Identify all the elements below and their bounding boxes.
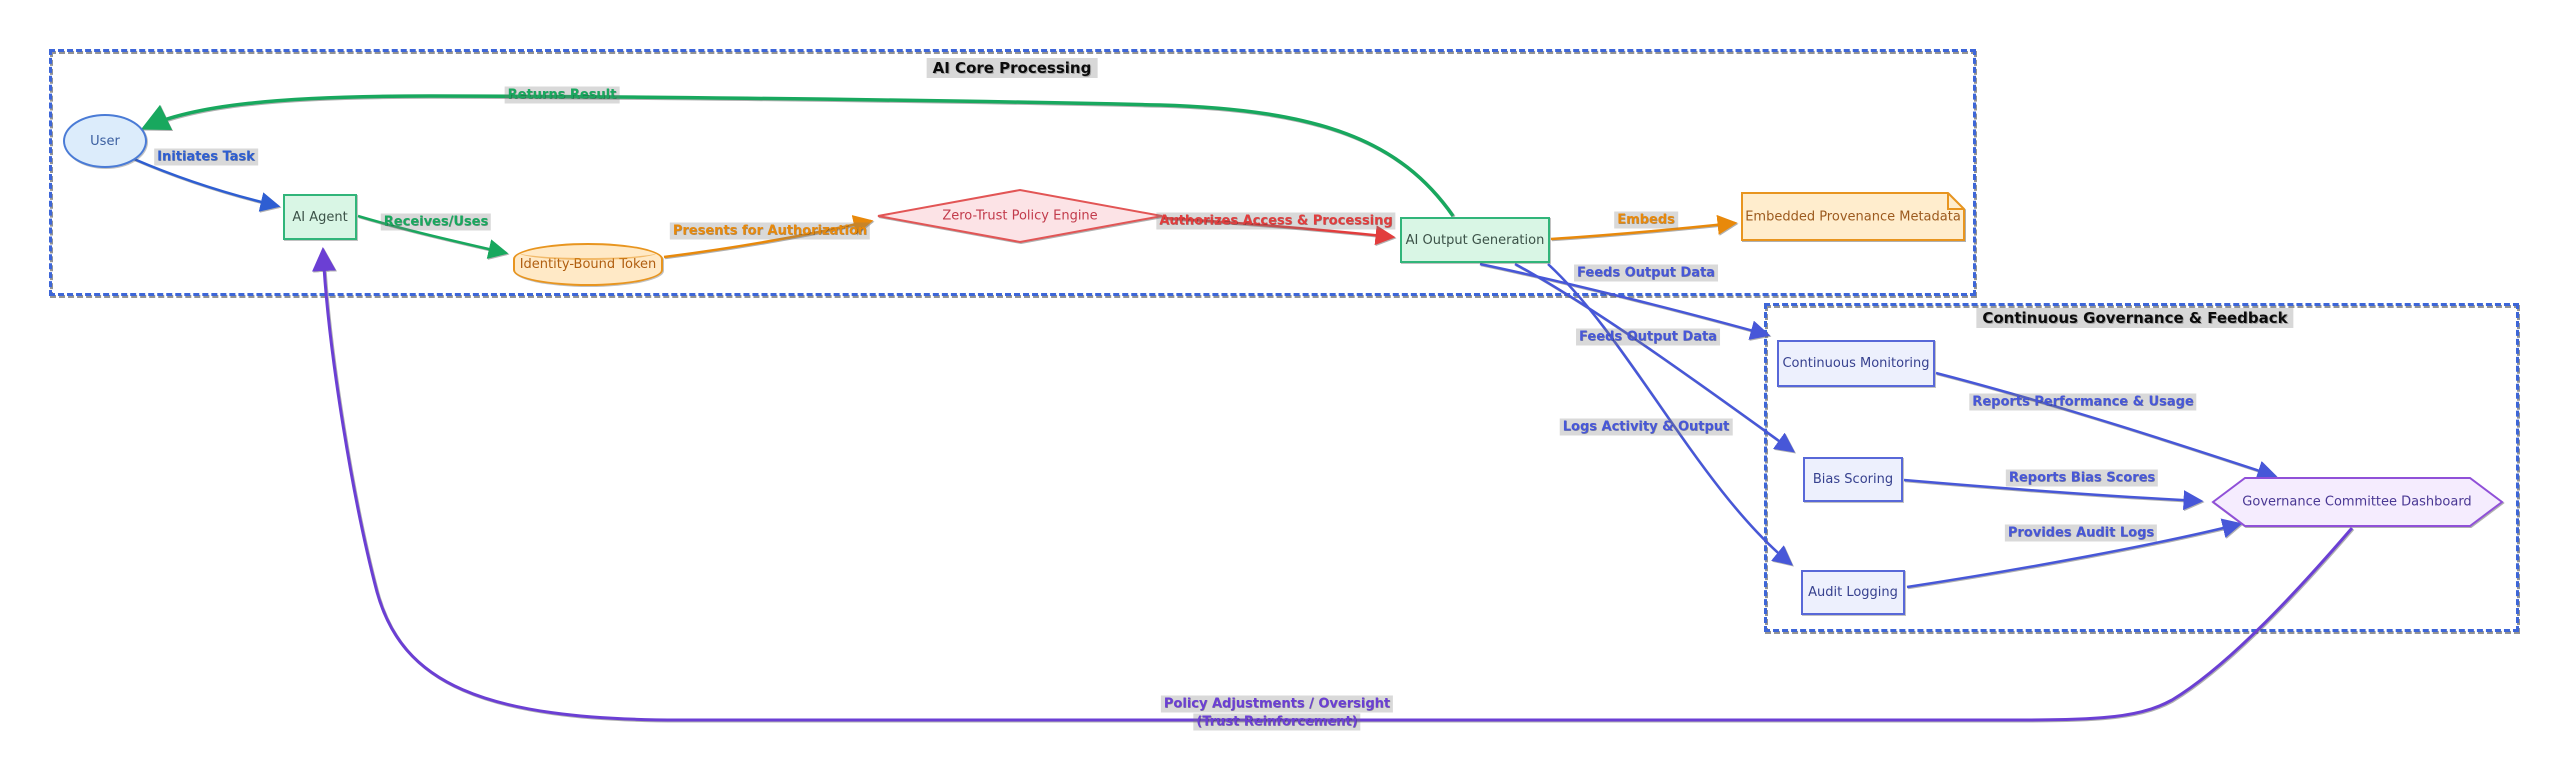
edge-label-embeds: Embeds bbox=[1614, 211, 1678, 229]
subgraph-ai-core-processing bbox=[49, 49, 1976, 296]
edge-output-monitoring bbox=[1479, 262, 1771, 340]
node-embedded-provenance-metadata-label: Embedded Provenance Metadata bbox=[1745, 209, 1961, 225]
edge-label-presents-authorization: Presents for Authorization bbox=[669, 222, 871, 240]
node-identity-bound-token-label: Identity-Bound Token bbox=[519, 257, 657, 272]
node-shape-embedded-provenance-metadata bbox=[1741, 192, 1965, 241]
node-bias-scoring-label: Bias Scoring bbox=[1812, 472, 1894, 487]
node-bias-scoring: Bias Scoring bbox=[1803, 457, 1903, 502]
node-shape-zero-trust-policy-engine bbox=[877, 188, 1163, 244]
node-user: User bbox=[63, 114, 147, 168]
node-shape-governance-committee-dashboard bbox=[2211, 477, 2504, 527]
edge-monitoring-dashboard bbox=[1935, 371, 2278, 481]
edge-label-provides-audit-logs: Provides Audit Logs bbox=[2004, 524, 2158, 542]
edge-label-feeds-output-data-2: Feeds Output Data bbox=[1576, 328, 1720, 346]
node-ai-output-generation: AI Output Generation bbox=[1400, 217, 1550, 263]
node-continuous-monitoring: Continuous Monitoring bbox=[1777, 340, 1935, 387]
edge-agent-token bbox=[357, 214, 509, 259]
edge-label-receives-uses: Receives/Uses bbox=[380, 213, 492, 231]
edge-output-provenance bbox=[1550, 214, 1738, 241]
edge-output-bias bbox=[1514, 262, 1796, 453]
edge-label-policy-adjustments: Policy Adjustments / Oversight bbox=[1160, 695, 1394, 713]
edge-token-policy bbox=[663, 215, 874, 259]
edge-bias-dashboard bbox=[1903, 478, 2204, 511]
edge-label-initiates-task: Initiates Task bbox=[154, 148, 258, 166]
edge-label-authorizes-access: Authorizes Access & Processing bbox=[1156, 212, 1396, 230]
node-audit-logging: Audit Logging bbox=[1801, 570, 1905, 615]
edge-label-reports-performance: Reports Performance & Usage bbox=[1969, 393, 2197, 411]
node-ai-output-generation-label: AI Output Generation bbox=[1405, 232, 1545, 248]
edge-audit-dashboard bbox=[1906, 518, 2243, 589]
edge-output-user bbox=[140, 94, 1455, 218]
subgraph-title-continuous-governance: Continuous Governance & Feedback bbox=[1976, 308, 2294, 328]
edge-output-audit bbox=[1547, 263, 1793, 566]
edge-label-reports-bias-scores: Reports Bias Scores bbox=[2005, 469, 2159, 487]
subgraph-continuous-governance bbox=[1764, 303, 2519, 632]
edge-label-logs-activity-output: Logs Activity & Output bbox=[1559, 418, 1733, 436]
edge-dashboard-agent bbox=[312, 247, 2354, 722]
node-zero-trust-policy-engine-label: Zero-Trust Policy Engine bbox=[942, 208, 1098, 224]
edge-label-feeds-output-data-1: Feeds Output Data bbox=[1574, 264, 1718, 282]
node-audit-logging-label: Audit Logging bbox=[1808, 585, 1898, 600]
node-continuous-monitoring-label: Continuous Monitoring bbox=[1782, 356, 1930, 371]
node-governance-committee-dashboard-label: Governance Committee Dashboard bbox=[2242, 494, 2472, 510]
edge-policy-output bbox=[1162, 216, 1396, 246]
edge-label-trust-reinforcement: (Trust Reinforcement) bbox=[1193, 713, 1361, 731]
node-user-label: User bbox=[90, 133, 120, 149]
edge-user-agent bbox=[133, 157, 281, 212]
subgraph-title-ai-core-processing: AI Core Processing bbox=[926, 58, 1098, 78]
node-ai-agent-label: AI Agent bbox=[292, 209, 348, 225]
note-fold-icon bbox=[1947, 193, 1964, 210]
node-identity-bound-token: Identity-Bound Token bbox=[513, 243, 663, 286]
node-ai-agent: AI Agent bbox=[283, 194, 357, 240]
edge-label-returns-result: Returns Result bbox=[504, 86, 620, 104]
